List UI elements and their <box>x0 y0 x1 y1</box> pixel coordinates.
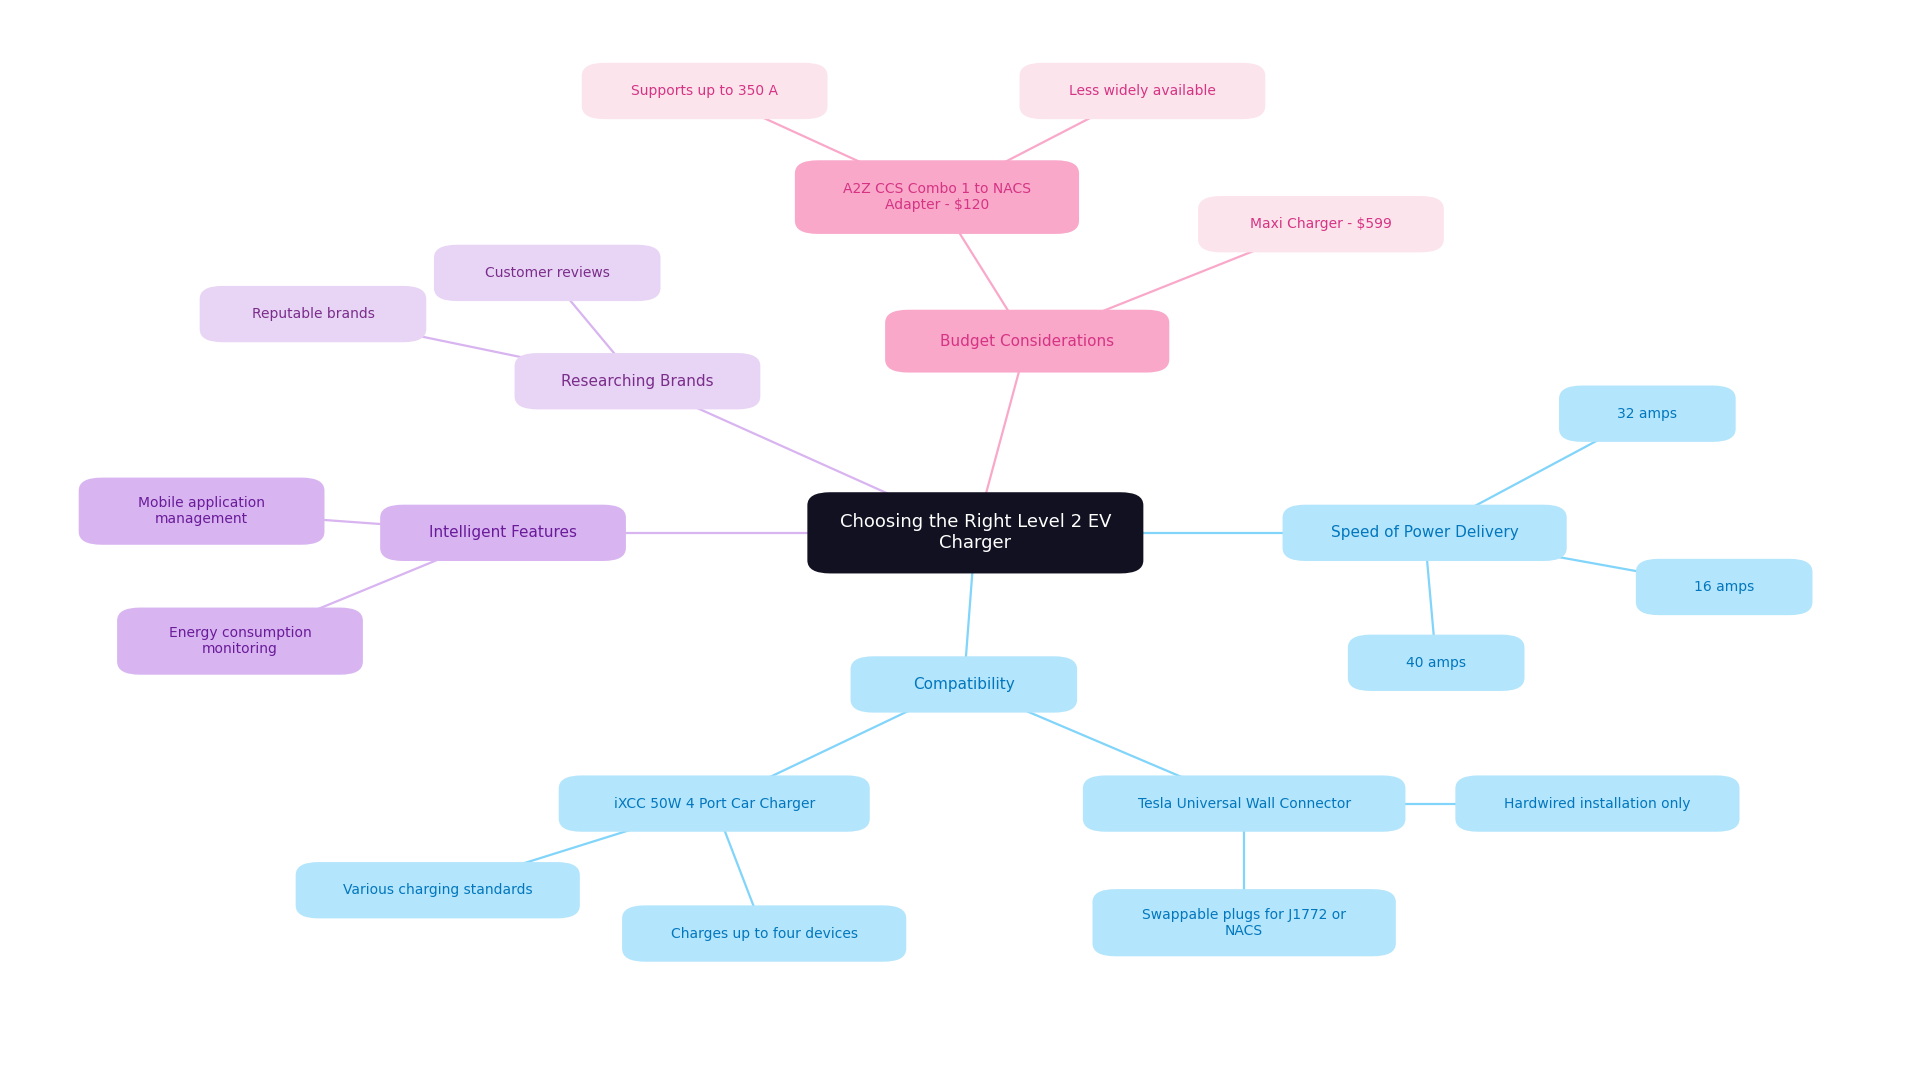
FancyBboxPatch shape <box>1283 505 1567 561</box>
Text: Reputable brands: Reputable brands <box>252 308 374 321</box>
Text: Compatibility: Compatibility <box>914 677 1014 692</box>
Text: Various charging standards: Various charging standards <box>344 884 532 897</box>
Text: Researching Brands: Researching Brands <box>561 374 714 389</box>
FancyBboxPatch shape <box>1636 559 1812 615</box>
FancyBboxPatch shape <box>79 478 324 545</box>
FancyBboxPatch shape <box>434 245 660 301</box>
Text: A2Z CCS Combo 1 to NACS
Adapter - $120: A2Z CCS Combo 1 to NACS Adapter - $120 <box>843 182 1031 212</box>
FancyBboxPatch shape <box>582 63 828 119</box>
FancyBboxPatch shape <box>885 310 1169 373</box>
Text: 40 amps: 40 amps <box>1405 656 1467 669</box>
Text: Speed of Power Delivery: Speed of Power Delivery <box>1331 525 1519 540</box>
Text: iXCC 50W 4 Port Car Charger: iXCC 50W 4 Port Car Charger <box>614 797 814 810</box>
FancyBboxPatch shape <box>200 286 426 342</box>
FancyBboxPatch shape <box>1348 635 1524 691</box>
Text: Budget Considerations: Budget Considerations <box>941 334 1114 349</box>
Text: Less widely available: Less widely available <box>1069 84 1215 97</box>
FancyBboxPatch shape <box>1559 386 1736 442</box>
FancyBboxPatch shape <box>795 160 1079 234</box>
Text: Maxi Charger - $599: Maxi Charger - $599 <box>1250 218 1392 231</box>
Text: Choosing the Right Level 2 EV
Charger: Choosing the Right Level 2 EV Charger <box>839 513 1112 552</box>
FancyBboxPatch shape <box>851 656 1077 713</box>
Text: Tesla Universal Wall Connector: Tesla Universal Wall Connector <box>1137 797 1352 810</box>
FancyBboxPatch shape <box>1020 63 1265 119</box>
FancyBboxPatch shape <box>1092 889 1396 956</box>
Text: Customer reviews: Customer reviews <box>484 266 611 279</box>
Text: 32 amps: 32 amps <box>1617 407 1678 420</box>
Text: Supports up to 350 A: Supports up to 350 A <box>632 84 778 97</box>
Text: Intelligent Features: Intelligent Features <box>428 525 578 540</box>
FancyBboxPatch shape <box>1198 196 1444 252</box>
FancyBboxPatch shape <box>117 608 363 675</box>
FancyBboxPatch shape <box>806 493 1142 574</box>
Text: Energy consumption
monitoring: Energy consumption monitoring <box>169 626 311 656</box>
FancyBboxPatch shape <box>515 353 760 409</box>
Text: Swappable plugs for J1772 or
NACS: Swappable plugs for J1772 or NACS <box>1142 908 1346 938</box>
FancyBboxPatch shape <box>380 505 626 561</box>
Text: Hardwired installation only: Hardwired installation only <box>1503 797 1692 810</box>
Text: Mobile application
management: Mobile application management <box>138 496 265 526</box>
FancyBboxPatch shape <box>559 775 870 832</box>
Text: Charges up to four devices: Charges up to four devices <box>670 927 858 940</box>
FancyBboxPatch shape <box>622 905 906 962</box>
FancyBboxPatch shape <box>1083 775 1405 832</box>
Text: 16 amps: 16 amps <box>1693 580 1755 593</box>
FancyBboxPatch shape <box>1455 775 1740 832</box>
FancyBboxPatch shape <box>296 862 580 918</box>
